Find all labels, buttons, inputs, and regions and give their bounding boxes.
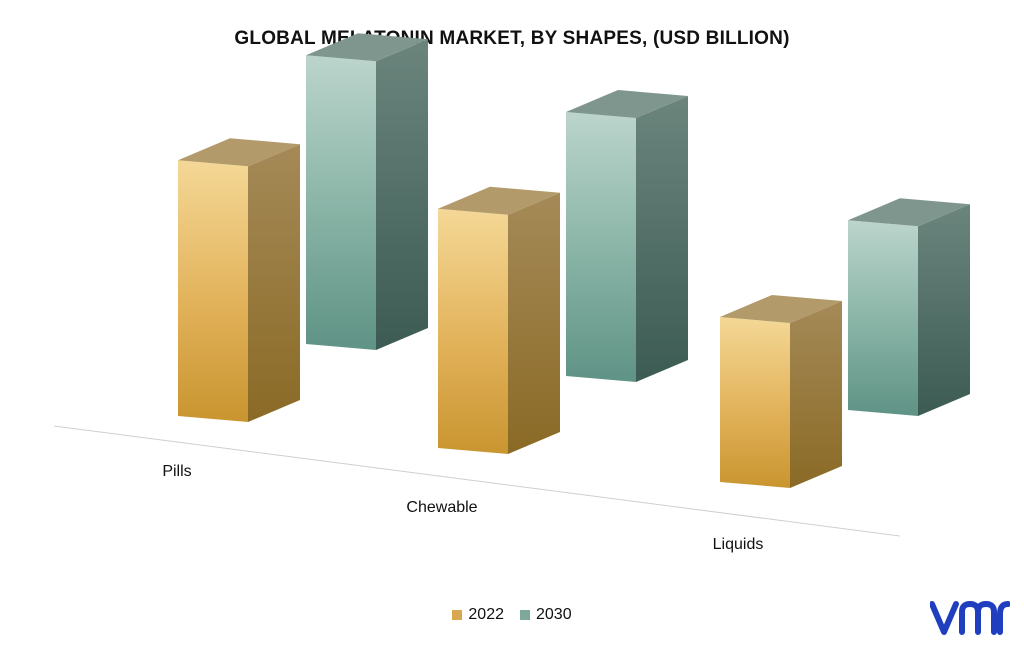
bar-front-face [438,208,508,454]
bar-top-face [178,138,300,167]
legend-swatch [452,610,463,620]
legend-label: 2030 [536,606,572,623]
x-axis-line [53,425,901,537]
bar-front-face [306,55,376,350]
bar-2022-pills [178,138,300,422]
bar-top-face [848,198,970,227]
bar-side-face [376,39,428,350]
bar-top-face [720,295,842,323]
legend-item-2030: 2030 [520,606,572,624]
bar-side-face [790,301,842,488]
bar-side-face [508,192,560,454]
bar-2022-chewable [438,186,560,454]
category-label: Chewable [406,499,477,516]
bar-top-face [306,33,428,62]
legend-swatch [520,610,530,620]
bar-2030-pills [306,33,428,350]
bar-2030-chewable [566,90,688,382]
category-label: Pills [162,463,191,480]
bars-group [178,33,970,488]
bar-front-face [566,112,636,382]
bar-top-face [566,90,688,118]
category-label: Liquids [713,536,764,553]
vmr-logo-icon [930,600,1010,635]
bar-front-face [848,220,918,416]
bar-side-face [636,96,688,382]
bar-top-face [438,186,560,215]
bar-side-face [248,144,300,422]
legend: 2022 2030 [0,606,1024,624]
bar-2022-liquids [720,295,842,488]
legend-label: 2022 [468,606,504,623]
category-labels: Pills Chewable Liquids [162,463,763,553]
bar-2030-liquids [848,198,970,416]
bar-front-face [178,160,248,422]
legend-item-2022: 2022 [452,606,504,624]
bar-side-face [918,204,970,416]
bar-front-face [720,317,790,488]
